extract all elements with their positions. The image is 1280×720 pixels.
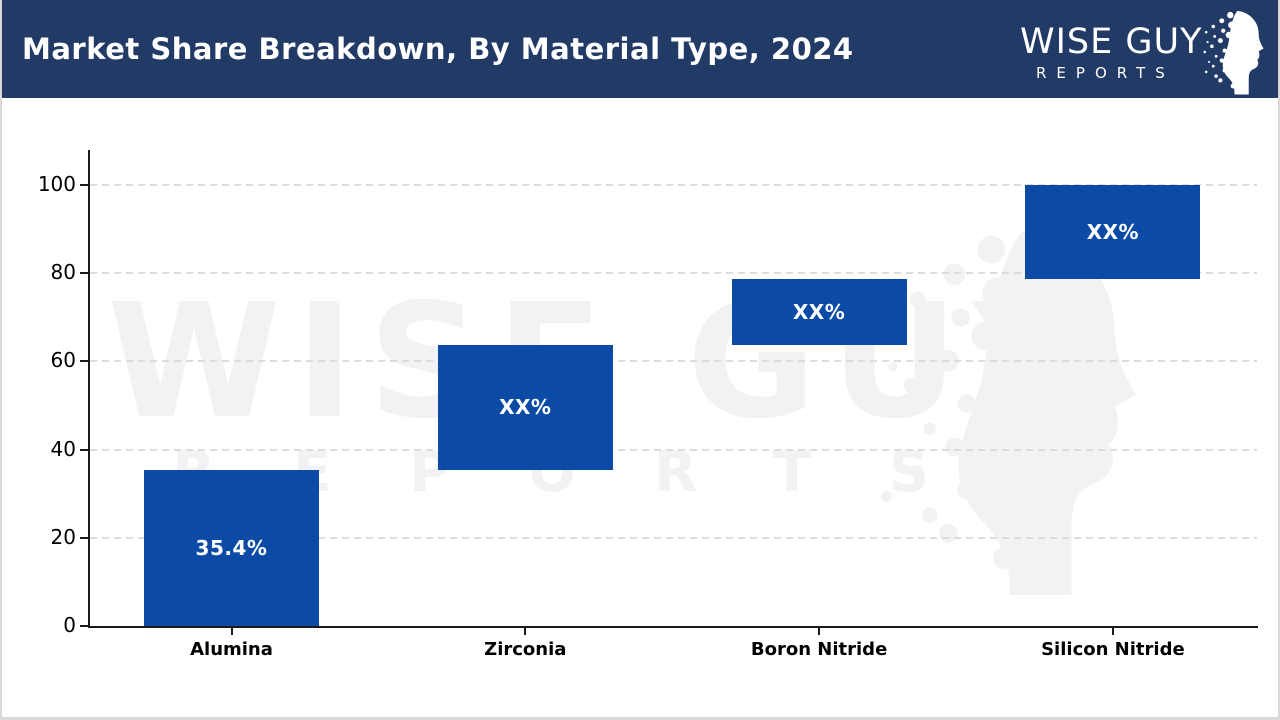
x-tick-label: Alumina: [190, 639, 273, 660]
gridline: [90, 360, 1257, 363]
logo-subtext: REPORTS: [1036, 64, 1175, 82]
bar-value-label: XX%: [499, 395, 552, 420]
bar-zirconia: XX%: [437, 345, 613, 470]
y-tick: [80, 625, 88, 627]
y-tick: [80, 448, 88, 451]
bar-value-label: XX%: [1086, 219, 1140, 244]
y-axis-line: [88, 150, 90, 628]
x-tick-label: Zirconia: [484, 639, 567, 660]
x-tick: [230, 628, 233, 635]
y-tick-label: 100: [37, 172, 76, 196]
y-tick-label: 40: [50, 436, 76, 461]
x-tick: [1111, 628, 1114, 635]
gridline: [90, 184, 1257, 186]
gridline: [90, 272, 1257, 275]
bar-alumina: 35.4%: [144, 469, 319, 626]
x-tick: [524, 628, 527, 635]
y-tick: [80, 536, 88, 539]
y-tick: [80, 272, 88, 275]
wise-guy-reports-logo: WISE GUY REPORTS: [1020, 4, 1270, 96]
y-tick-label: 0: [63, 613, 76, 637]
bar-value-label: XX%: [792, 299, 846, 324]
y-tick: [80, 184, 88, 186]
bar-boron-nitride: XX%: [731, 278, 907, 346]
gridline: [90, 448, 1257, 451]
x-axis-line: [88, 626, 1258, 628]
x-tick: [818, 628, 821, 635]
x-tick-label: Boron Nitride: [750, 639, 888, 660]
page-title: Market Share Breakdown, By Material Type…: [22, 32, 854, 66]
y-tick-label: 80: [50, 260, 76, 285]
logo-wordmark: WISE GUY: [1020, 22, 1203, 62]
y-tick: [80, 360, 88, 363]
gridline: [90, 536, 1257, 539]
y-tick-label: 60: [50, 348, 76, 373]
dotted-head-profile-icon: [1203, 10, 1264, 95]
header-band: Market Share Breakdown, By Material Type…: [2, 0, 1278, 98]
bar-silicon-nitride: XX%: [1025, 185, 1201, 279]
bar-value-label: 35.4%: [195, 535, 268, 560]
y-tick-label: 20: [50, 524, 76, 549]
x-tick-label: Silicon Nitride: [1041, 639, 1185, 660]
